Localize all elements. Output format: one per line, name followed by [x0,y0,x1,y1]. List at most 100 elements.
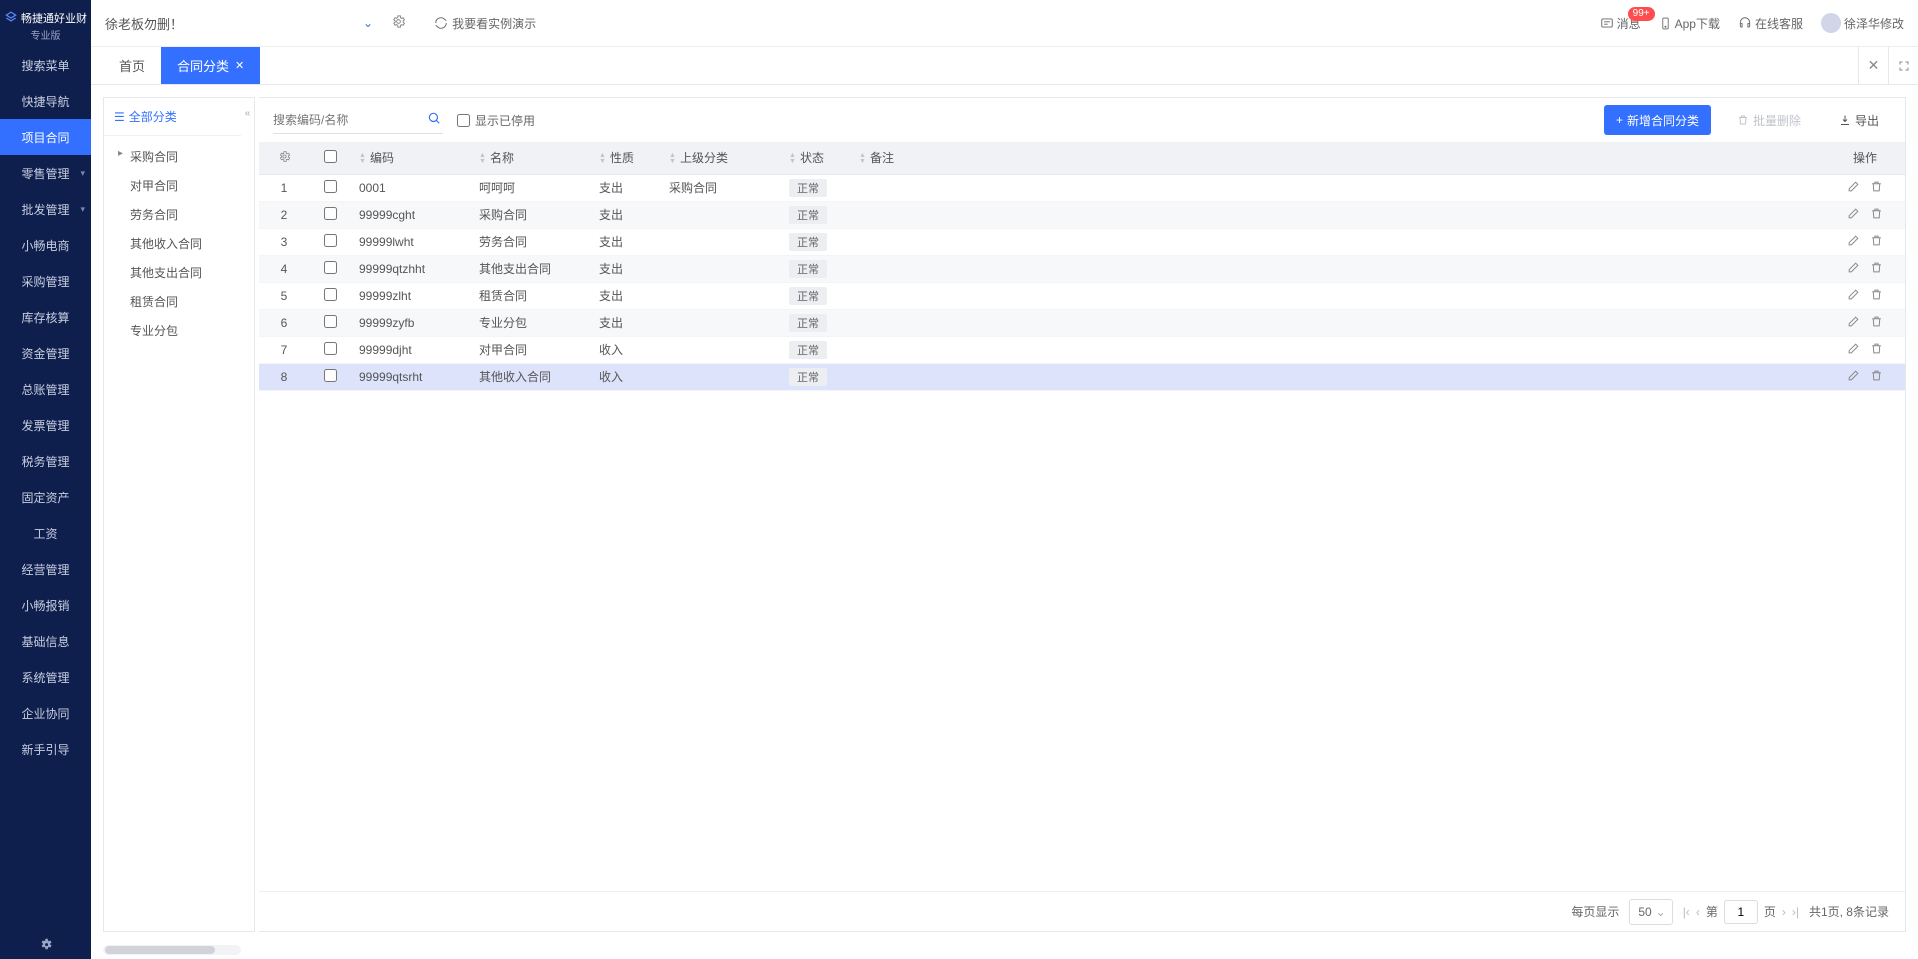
tree-item[interactable]: 其他支出合同 [104,258,241,287]
brand-edition: 专业版 [31,27,61,42]
company-settings-button[interactable] [391,14,406,32]
col-status[interactable]: ▲▼状态 [781,142,851,174]
edit-button[interactable] [1847,342,1860,358]
row-checkbox[interactable] [309,363,351,390]
row-checkbox[interactable] [309,336,351,363]
customer-service-button[interactable]: 在线客服 [1738,15,1803,32]
delete-button[interactable] [1870,234,1883,250]
edit-button[interactable] [1847,369,1860,385]
nav-item[interactable]: 搜索菜单 [0,47,91,83]
brand-logo: 畅捷通好业财 专业版 [0,0,91,47]
tree-item[interactable]: 租赁合同 [104,287,241,316]
tree-item[interactable]: 对甲合同 [104,171,241,200]
delete-button[interactable] [1870,369,1883,385]
edit-button[interactable] [1847,288,1860,304]
user-menu[interactable]: 徐泽华修改 [1821,13,1904,33]
delete-button[interactable] [1870,288,1883,304]
nav-item[interactable]: 批发管理▾ [0,191,91,227]
next-page-button[interactable]: › [1782,905,1786,919]
messages-button[interactable]: 消息 99+ [1600,15,1641,32]
search-input[interactable] [273,106,443,134]
row-checkbox[interactable] [309,201,351,228]
col-code[interactable]: ▲▼编码 [351,142,471,174]
close-tab-button[interactable]: ✕ [1858,47,1888,84]
app-download-button[interactable]: App下载 [1659,15,1720,32]
nav-item[interactable]: 税务管理 [0,443,91,479]
nav-item[interactable]: 总账管理 [0,371,91,407]
tree-item[interactable]: 其他收入合同 [104,229,241,258]
edit-button[interactable] [1847,315,1860,331]
per-page-select[interactable]: 50 ⌄ [1629,899,1672,925]
delete-button[interactable] [1870,180,1883,196]
add-category-button[interactable]: + 新增合同分类 [1604,105,1711,135]
search-icon[interactable] [427,111,441,128]
table-row[interactable]: 699999zyfb专业分包支出正常 [259,309,1905,336]
delete-button[interactable] [1870,261,1883,277]
table-row[interactable]: 499999qtzhht其他支出合同支出正常 [259,255,1905,282]
edit-button[interactable] [1847,261,1860,277]
row-checkbox[interactable] [309,282,351,309]
tree-scrollbar[interactable] [91,944,1918,959]
nav-item[interactable]: 采购管理 [0,263,91,299]
row-checkbox[interactable] [309,228,351,255]
fullscreen-button[interactable] [1888,47,1918,84]
settings-button[interactable] [0,929,91,959]
col-name[interactable]: ▲▼名称 [471,142,591,174]
tab-contract-category[interactable]: 合同分类 ✕ [161,47,260,84]
edit-button[interactable] [1847,234,1860,250]
cell-status: 正常 [781,201,851,228]
tree-item[interactable]: 采购合同 [104,142,241,171]
chevron-down-icon[interactable]: ⌄ [363,16,373,30]
table-row[interactable]: 899999qtsrht其他收入合同收入正常 [259,363,1905,390]
close-icon[interactable]: ✕ [235,59,244,72]
nav-item[interactable]: 发票管理 [0,407,91,443]
page-input[interactable] [1724,900,1758,924]
row-checkbox[interactable] [309,309,351,336]
col-remark[interactable]: ▲▼备注 [851,142,1825,174]
nav-item[interactable]: 固定资产 [0,479,91,515]
show-disabled-checkbox[interactable]: 显示已停用 [457,112,535,129]
table-row[interactable]: 599999zlht租赁合同支出正常 [259,282,1905,309]
edit-button[interactable] [1847,207,1860,223]
first-page-button[interactable]: |‹ [1683,905,1690,919]
tree-item[interactable]: 劳务合同 [104,200,241,229]
batch-delete-button[interactable]: 批量删除 [1725,105,1813,135]
nav-item[interactable]: 基础信息 [0,623,91,659]
collapse-tree-button[interactable]: « [241,97,255,932]
table-row[interactable]: 299999cght采购合同支出正常 [259,201,1905,228]
table-row[interactable]: 399999lwht劳务合同支出正常 [259,228,1905,255]
last-page-button[interactable]: ›| [1792,905,1799,919]
col-parent[interactable]: ▲▼上级分类 [661,142,781,174]
column-settings[interactable] [259,142,309,174]
nav-item[interactable]: 小畅报销 [0,587,91,623]
edit-button[interactable] [1847,180,1860,196]
delete-button[interactable] [1870,342,1883,358]
demo-link[interactable]: 我要看实例演示 [434,15,536,32]
table-row[interactable]: 10001呵呵呵支出采购合同正常 [259,174,1905,201]
nav-item[interactable]: 工资 [0,515,91,551]
tab-home[interactable]: 首页 [103,47,161,84]
nav-item[interactable]: 经营管理 [0,551,91,587]
row-checkbox[interactable] [309,174,351,201]
nav-item[interactable]: 系统管理 [0,659,91,695]
nav-item[interactable]: 零售管理▾ [0,155,91,191]
nav-item[interactable]: 快捷导航 [0,83,91,119]
nav-item[interactable]: 资金管理 [0,335,91,371]
delete-button[interactable] [1870,315,1883,331]
export-button[interactable]: 导出 [1827,105,1891,135]
nav-item[interactable]: 新手引导 [0,731,91,767]
tree-root[interactable]: ☰ 全部分类 [104,98,241,136]
row-checkbox[interactable] [309,255,351,282]
delete-button[interactable] [1870,207,1883,223]
company-selector[interactable]: 徐老板勿删！ [105,14,183,33]
col-nature[interactable]: ▲▼性质 [591,142,661,174]
select-all-checkbox[interactable] [309,142,351,174]
nav-item[interactable]: 企业协同 [0,695,91,731]
table-row[interactable]: 799999djht对甲合同收入正常 [259,336,1905,363]
nav-item[interactable]: 项目合同 [0,119,91,155]
nav-item[interactable]: 库存核算 [0,299,91,335]
tree-item[interactable]: 专业分包 [104,316,241,345]
category-tree-panel: ☰ 全部分类 采购合同对甲合同劳务合同其他收入合同其他支出合同租赁合同专业分包 [103,97,241,932]
nav-item[interactable]: 小畅电商 [0,227,91,263]
prev-page-button[interactable]: ‹ [1696,905,1700,919]
